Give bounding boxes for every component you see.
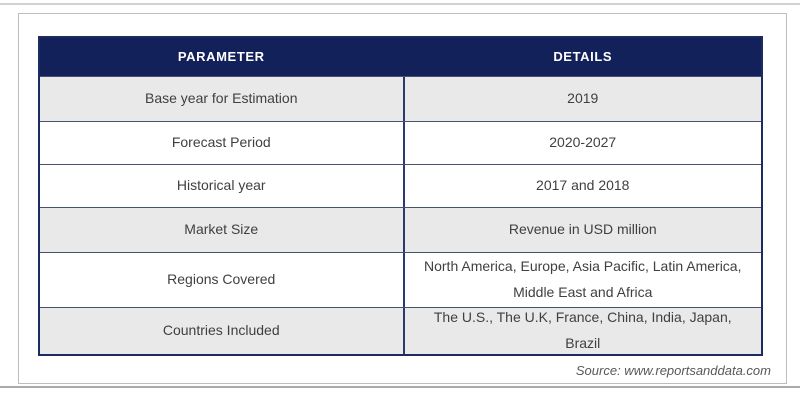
parameter-cell: Regions Covered <box>167 271 276 288</box>
parameter-cell: Base year for Estimation <box>144 90 298 107</box>
table-row: Regions Covered North America, Europe, A… <box>40 252 761 307</box>
table-row: Historical year 2017 and 2018 <box>40 164 761 207</box>
parameter-cell: Forecast Period <box>171 134 271 151</box>
parameter-cell: Historical year <box>176 177 266 194</box>
table-row: Forecast Period 2020-2027 <box>40 121 761 164</box>
column-header-details: DETAILS <box>402 38 762 76</box>
details-cell: North America, Europe, Asia Pacific, Lat… <box>402 253 762 307</box>
details-cell: The U.S., The U.K, France, China, India,… <box>402 308 762 354</box>
table-card: PARAMETER DETAILS Base year for Estimati… <box>18 13 787 384</box>
parameter-cell: Market Size <box>184 221 259 238</box>
source-caption: Source: www.reportsanddata.com <box>575 363 771 378</box>
bottom-rule <box>0 386 800 388</box>
table-header-row: PARAMETER DETAILS <box>40 38 761 76</box>
details-cell: 2020-2027 <box>402 122 762 164</box>
parameters-table: PARAMETER DETAILS Base year for Estimati… <box>38 36 763 356</box>
parameter-cell: Countries Included <box>162 322 280 339</box>
table-row: Base year for Estimation 2019 <box>40 76 761 121</box>
top-rule <box>0 3 800 5</box>
table-row: Countries Included The U.S., The U.K, Fr… <box>40 307 761 354</box>
column-header-parameter: PARAMETER <box>177 48 265 64</box>
details-cell: 2017 and 2018 <box>402 165 762 207</box>
details-cell: 2019 <box>402 77 762 121</box>
details-cell: Revenue in USD million <box>402 208 762 252</box>
table-row: Market Size Revenue in USD million <box>40 207 761 252</box>
